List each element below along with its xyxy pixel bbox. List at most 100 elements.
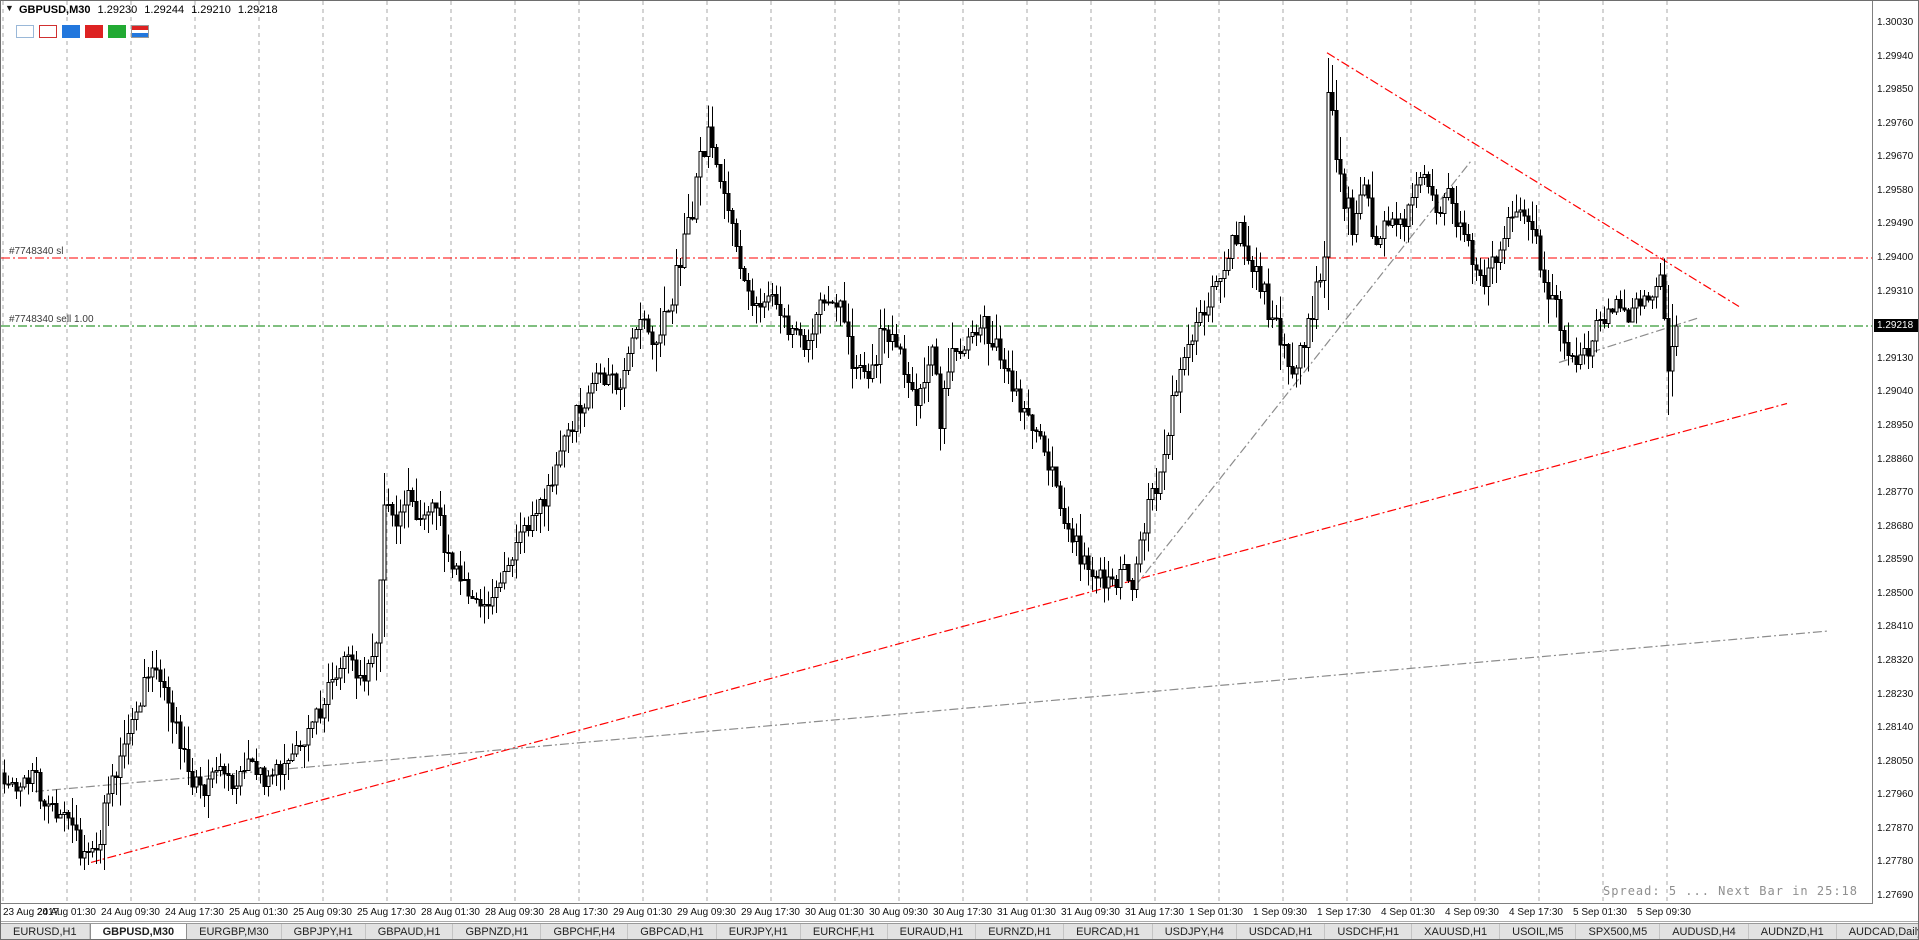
empty-swatch-button[interactable] [16, 25, 34, 38]
time-axis-label: 1 Sep 17:30 [1317, 907, 1371, 918]
chart-tab-eurjpy-h1[interactable]: EURJPY,H1 [716, 924, 801, 939]
price-axis-label: 1.29760 [1877, 118, 1914, 129]
chart-tab-bar: EURUSD,H1 GBPUSD,M30 EURGBP,M30 GBPJPY,H1 GB… [1, 923, 1918, 939]
time-axis-label: 24 Aug 17:30 [165, 907, 224, 918]
chart-symbol-label: GBPUSD,M30 [19, 4, 91, 16]
time-axis-label: 31 Aug 09:30 [1061, 907, 1120, 918]
current-price-badge: 1.29218 [1874, 319, 1918, 332]
chart-tab-euraud-h1[interactable]: EURAUD,H1 [887, 924, 977, 939]
chart-tab-xauusd-h1[interactable]: XAUUSD,H1 [1412, 924, 1501, 939]
striped-swatch-button[interactable] [131, 25, 149, 38]
chart-header: GBPUSD,M30 1.29230 1.29244 1.29210 1.292… [19, 4, 278, 16]
price-axis-label: 1.30030 [1877, 17, 1914, 28]
price-axis-label: 1.27690 [1877, 890, 1914, 901]
time-axis-label: 25 Aug 01:30 [229, 907, 288, 918]
order-line-label: #7748340 sl [9, 246, 64, 257]
time-axis-label: 5 Sep 01:30 [1573, 907, 1627, 918]
price-axis-label: 1.29400 [1877, 252, 1914, 263]
price-axis-label: 1.29940 [1877, 51, 1914, 62]
chart-tab-eurgbp-m30[interactable]: EURGBP,M30 [187, 924, 282, 939]
time-axis-label: 25 Aug 17:30 [357, 907, 416, 918]
time-axis-label: 4 Sep 01:30 [1381, 907, 1435, 918]
price-axis-label: 1.27960 [1877, 789, 1914, 800]
trend-line [1134, 160, 1472, 587]
price-axis-label: 1.27780 [1877, 856, 1914, 867]
price-axis-label: 1.28950 [1877, 420, 1914, 431]
time-axis-label: 31 Aug 17:30 [1125, 907, 1184, 918]
chart-tab-usdcad-h1[interactable]: USDCAD,H1 [1236, 924, 1326, 939]
price-axis-label: 1.28230 [1877, 689, 1914, 700]
chart-tab-gbpchf-h4[interactable]: GBPCHF,H4 [541, 924, 629, 939]
time-axis[interactable]: 23 Aug 2017 24 Aug 01:30 24 Aug 09:30 24 Au… [1, 905, 1918, 922]
red-outline-swatch-button[interactable] [39, 25, 57, 38]
price-axis-label: 1.28680 [1877, 521, 1914, 532]
chart-tab-gbpjpy-h1[interactable]: GBPJPY,H1 [281, 924, 366, 939]
price-axis-label: 1.29490 [1877, 218, 1914, 229]
time-axis-label: 30 Aug 17:30 [933, 907, 992, 918]
chart-close-value: 1.29218 [237, 4, 278, 16]
chart-low-value: 1.29210 [191, 4, 231, 16]
time-axis-label: 4 Sep 09:30 [1445, 907, 1499, 918]
spread-status-text: Spread: 5 ... Next Bar in 25:18 [1603, 884, 1858, 898]
red-swatch-button[interactable] [85, 25, 103, 38]
chart-buttons-panel [16, 25, 149, 38]
time-axis-label: 31 Aug 01:30 [997, 907, 1056, 918]
chart-tab-gbpusd-m30[interactable]: GBPUSD,M30 [89, 924, 188, 939]
chart-tab-eurchf-h1[interactable]: EURCHF,H1 [800, 924, 888, 939]
chart-tab-usdjpy-h4[interactable]: USDJPY,H4 [1152, 924, 1237, 939]
time-axis-label: 5 Sep 09:30 [1637, 907, 1691, 918]
time-axis-label: 29 Aug 09:30 [677, 907, 736, 918]
candlestick-chart[interactable]: #7748340 sl #7748340 sell 1.00 [1, 1, 1872, 903]
chart-plot-area[interactable]: #7748340 sl #7748340 sell 1.00 ▼ GBPUSD,M… [1, 1, 1873, 904]
time-axis-label: 29 Aug 01:30 [613, 907, 672, 918]
price-axis-label: 1.28860 [1877, 454, 1914, 465]
chart-tab-eurusd-h1[interactable]: EURUSD,H1 [1, 924, 90, 939]
time-axis-label: 28 Aug 17:30 [549, 907, 608, 918]
time-axis-label: 24 Aug 01:30 [37, 907, 96, 918]
price-axis-label: 1.28590 [1877, 554, 1914, 565]
time-axis-label: 30 Aug 01:30 [805, 907, 864, 918]
time-axis-label: 4 Sep 17:30 [1509, 907, 1563, 918]
price-axis[interactable]: 1.30030 1.29940 1.29850 1.29760 1.29670 1.295… [1874, 1, 1918, 904]
chart-high-value: 1.29244 [144, 4, 185, 16]
blue-swatch-button[interactable] [62, 25, 80, 38]
chart-tab-eurnzd-h1[interactable]: EURNZD,H1 [976, 924, 1065, 939]
chart-tab-audcad-daily[interactable]: AUDCAD,Daily [1836, 924, 1918, 939]
time-axis-label: 28 Aug 01:30 [421, 907, 480, 918]
one-click-trading-toggle-icon[interactable]: ▼ [5, 3, 14, 13]
price-axis-label: 1.28140 [1877, 722, 1914, 733]
price-axis-label: 1.29040 [1877, 386, 1914, 397]
time-axis-label: 25 Aug 09:30 [293, 907, 352, 918]
price-axis-label: 1.28320 [1877, 655, 1914, 666]
time-axis-label: 1 Sep 09:30 [1253, 907, 1307, 918]
chart-tab-audusd-h4[interactable]: AUDUSD,H4 [1660, 924, 1749, 939]
chart-tab-gbpcad-h1[interactable]: GBPCAD,H1 [628, 924, 717, 939]
chart-tab-gbpnzd-h1[interactable]: GBPNZD,H1 [453, 924, 542, 939]
chart-open-value: 1.29230 [97, 4, 138, 16]
green-swatch-button[interactable] [108, 25, 126, 38]
price-axis-label: 1.29850 [1877, 84, 1914, 95]
price-axis-label: 1.29580 [1877, 185, 1914, 196]
price-axis-label: 1.29310 [1877, 286, 1914, 297]
chart-tab-usoil-m5[interactable]: USOIL,M5 [1500, 924, 1577, 939]
chart-tab-gbpaud-h1[interactable]: GBPAUD,H1 [365, 924, 454, 939]
trend-line [90, 402, 1788, 863]
time-axis-label: 23 Aug 2017 [3, 907, 60, 918]
time-axis-label: 30 Aug 09:30 [869, 907, 928, 918]
price-axis-label: 1.29670 [1877, 151, 1914, 162]
price-axis-label: 1.28770 [1877, 487, 1914, 498]
time-axis-label: 29 Aug 17:30 [741, 907, 800, 918]
order-line-label: #7748340 sell 1.00 [9, 314, 94, 325]
price-axis-label: 1.27870 [1877, 823, 1914, 834]
price-axis-label: 1.29130 [1877, 353, 1914, 364]
price-axis-label: 1.28500 [1877, 588, 1914, 599]
price-axis-label: 1.28050 [1877, 756, 1914, 767]
chart-tab-usdchf-h1[interactable]: USDCHF,H1 [1325, 924, 1413, 939]
trend-line [34, 630, 1828, 793]
chart-tab-spx500-m5[interactable]: SPX500,M5 [1576, 924, 1661, 939]
time-axis-label: 24 Aug 09:30 [101, 907, 160, 918]
chart-tab-eurcad-h1[interactable]: EURCAD,H1 [1064, 924, 1153, 939]
time-axis-label: 28 Aug 09:30 [485, 907, 544, 918]
chart-tab-audnzd-h1[interactable]: AUDNZD,H1 [1748, 924, 1837, 939]
